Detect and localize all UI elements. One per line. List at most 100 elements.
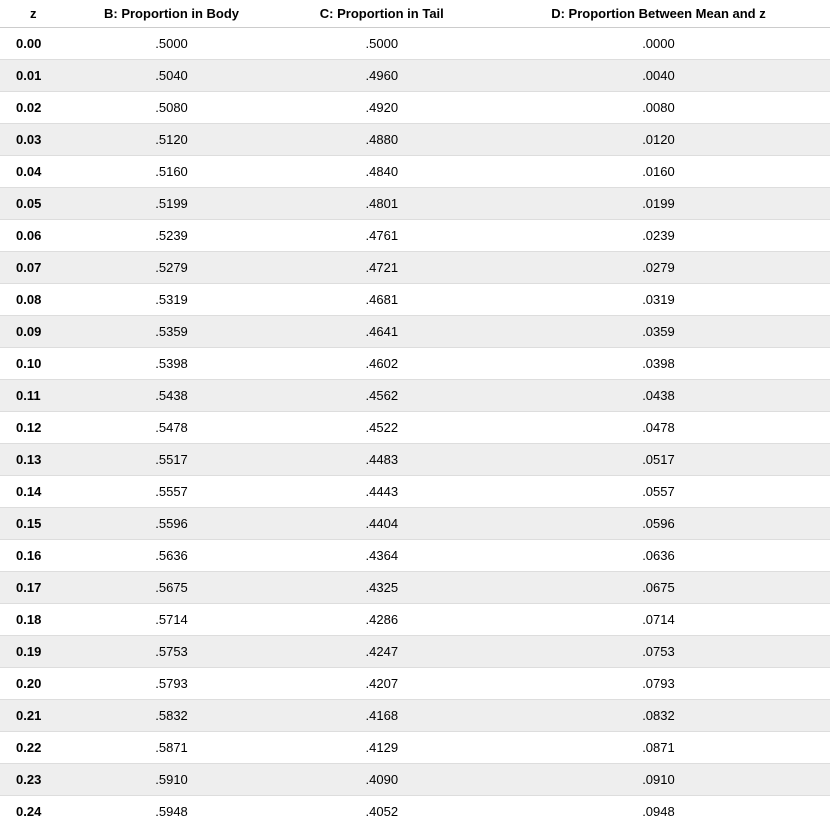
table-row: 0.19.5753.4247.0753: [0, 636, 830, 668]
cell-z: 0.01: [0, 60, 66, 92]
cell-between: .0910: [487, 764, 830, 796]
cell-body: .5080: [66, 92, 276, 124]
table-row: 0.02.5080.4920.0080: [0, 92, 830, 124]
cell-between: .0160: [487, 156, 830, 188]
table-row: 0.12.5478.4522.0478: [0, 412, 830, 444]
cell-body: .5557: [66, 476, 276, 508]
cell-z: 0.10: [0, 348, 66, 380]
table-header: z B: Proportion in Body C: Proportion in…: [0, 0, 830, 28]
cell-body: .5832: [66, 700, 276, 732]
cell-body: .5478: [66, 412, 276, 444]
cell-between: .0398: [487, 348, 830, 380]
table-row: 0.23.5910.4090.0910: [0, 764, 830, 796]
cell-z: 0.07: [0, 252, 66, 284]
cell-z: 0.20: [0, 668, 66, 700]
table-body: 0.00.5000.5000.00000.01.5040.4960.00400.…: [0, 28, 830, 828]
table-row: 0.11.5438.4562.0438: [0, 380, 830, 412]
cell-body: .5199: [66, 188, 276, 220]
cell-between: .0871: [487, 732, 830, 764]
cell-body: .5040: [66, 60, 276, 92]
cell-z: 0.03: [0, 124, 66, 156]
cell-tail: .4364: [277, 540, 487, 572]
cell-body: .5753: [66, 636, 276, 668]
cell-between: .0438: [487, 380, 830, 412]
cell-tail: .4522: [277, 412, 487, 444]
cell-body: .5239: [66, 220, 276, 252]
cell-body: .5793: [66, 668, 276, 700]
table-row: 0.06.5239.4761.0239: [0, 220, 830, 252]
table-row: 0.09.5359.4641.0359: [0, 316, 830, 348]
cell-tail: .4880: [277, 124, 487, 156]
cell-body: .5438: [66, 380, 276, 412]
cell-tail: .4129: [277, 732, 487, 764]
cell-body: .5714: [66, 604, 276, 636]
cell-z: 0.16: [0, 540, 66, 572]
cell-z: 0.04: [0, 156, 66, 188]
cell-tail: .4721: [277, 252, 487, 284]
cell-tail: .4404: [277, 508, 487, 540]
cell-between: .0040: [487, 60, 830, 92]
cell-tail: .4325: [277, 572, 487, 604]
header-body: B: Proportion in Body: [66, 0, 276, 28]
cell-body: .5948: [66, 796, 276, 828]
cell-body: .5279: [66, 252, 276, 284]
cell-tail: .4207: [277, 668, 487, 700]
cell-tail: .4641: [277, 316, 487, 348]
cell-body: .5675: [66, 572, 276, 604]
cell-z: 0.18: [0, 604, 66, 636]
cell-tail: .4801: [277, 188, 487, 220]
cell-z: 0.24: [0, 796, 66, 828]
cell-z: 0.02: [0, 92, 66, 124]
cell-tail: .4761: [277, 220, 487, 252]
cell-z: 0.06: [0, 220, 66, 252]
cell-tail: .4443: [277, 476, 487, 508]
cell-z: 0.09: [0, 316, 66, 348]
table-row: 0.21.5832.4168.0832: [0, 700, 830, 732]
table-row: 0.22.5871.4129.0871: [0, 732, 830, 764]
cell-body: .5120: [66, 124, 276, 156]
table-row: 0.18.5714.4286.0714: [0, 604, 830, 636]
cell-body: .5000: [66, 28, 276, 60]
header-z: z: [0, 0, 66, 28]
cell-between: .0753: [487, 636, 830, 668]
cell-body: .5398: [66, 348, 276, 380]
table-row: 0.13.5517.4483.0517: [0, 444, 830, 476]
cell-tail: .4247: [277, 636, 487, 668]
cell-tail: .4681: [277, 284, 487, 316]
cell-body: .5319: [66, 284, 276, 316]
cell-tail: .4052: [277, 796, 487, 828]
cell-tail: .4960: [277, 60, 487, 92]
cell-between: .0080: [487, 92, 830, 124]
cell-between: .0793: [487, 668, 830, 700]
cell-between: .0000: [487, 28, 830, 60]
table-row: 0.10.5398.4602.0398: [0, 348, 830, 380]
cell-tail: .4168: [277, 700, 487, 732]
cell-body: .5636: [66, 540, 276, 572]
cell-between: .0199: [487, 188, 830, 220]
cell-between: .0948: [487, 796, 830, 828]
cell-between: .0636: [487, 540, 830, 572]
table-row: 0.24.5948.4052.0948: [0, 796, 830, 828]
cell-z: 0.08: [0, 284, 66, 316]
cell-between: .0675: [487, 572, 830, 604]
cell-between: .0359: [487, 316, 830, 348]
cell-z: 0.23: [0, 764, 66, 796]
cell-between: .0279: [487, 252, 830, 284]
cell-tail: .4090: [277, 764, 487, 796]
cell-z: 0.13: [0, 444, 66, 476]
cell-body: .5359: [66, 316, 276, 348]
cell-between: .0517: [487, 444, 830, 476]
header-tail: C: Proportion in Tail: [277, 0, 487, 28]
cell-between: .0120: [487, 124, 830, 156]
cell-z: 0.17: [0, 572, 66, 604]
header-between: D: Proportion Between Mean and z: [487, 0, 830, 28]
cell-tail: .4562: [277, 380, 487, 412]
cell-tail: .5000: [277, 28, 487, 60]
table-row: 0.16.5636.4364.0636: [0, 540, 830, 572]
cell-tail: .4602: [277, 348, 487, 380]
z-distribution-table: z B: Proportion in Body C: Proportion in…: [0, 0, 830, 828]
cell-between: .0596: [487, 508, 830, 540]
header-row: z B: Proportion in Body C: Proportion in…: [0, 0, 830, 28]
cell-between: .0478: [487, 412, 830, 444]
cell-tail: .4286: [277, 604, 487, 636]
